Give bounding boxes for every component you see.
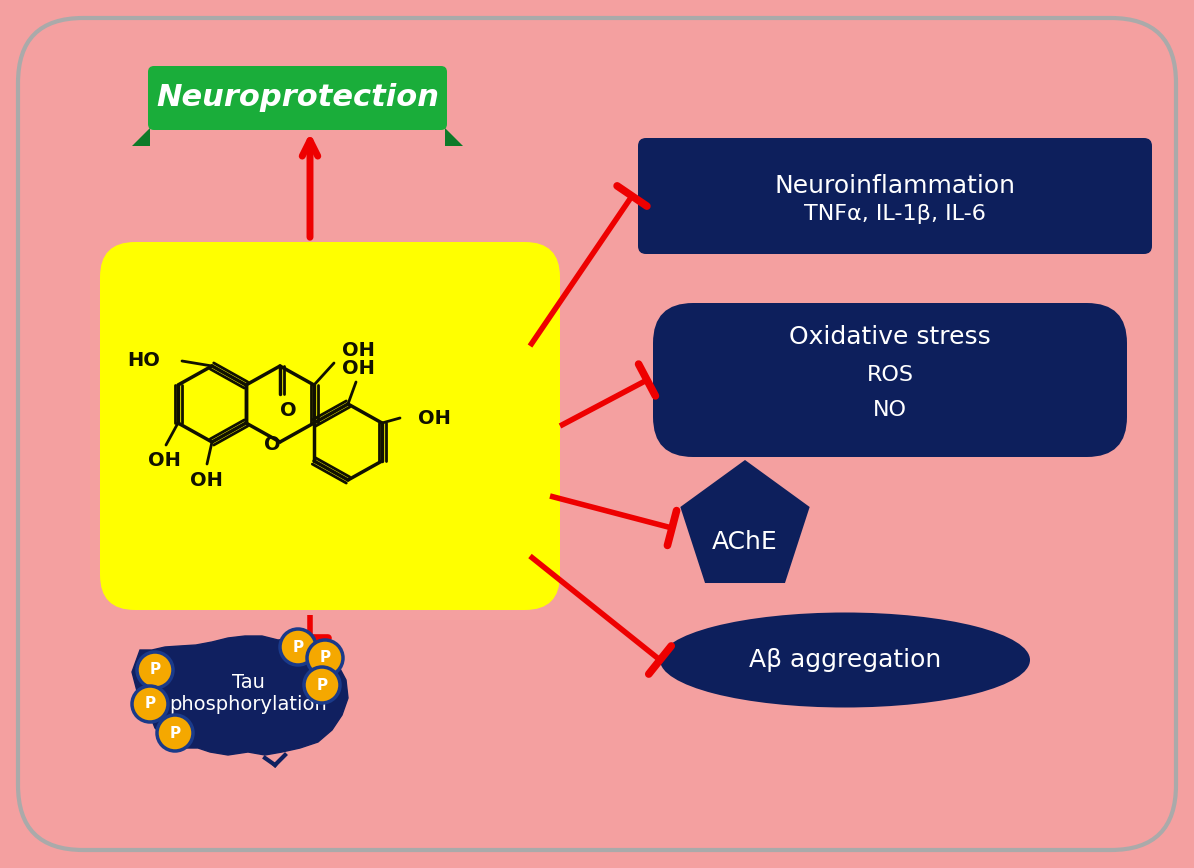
Text: NO: NO [873, 400, 907, 420]
Text: phosphorylation: phosphorylation [170, 694, 327, 713]
FancyBboxPatch shape [653, 303, 1127, 457]
Text: Neuroprotection: Neuroprotection [156, 83, 439, 113]
FancyBboxPatch shape [638, 138, 1152, 254]
Text: OH: OH [190, 470, 222, 490]
Text: OH: OH [341, 341, 375, 360]
Circle shape [281, 629, 316, 665]
Polygon shape [445, 128, 463, 146]
Text: Tau: Tau [232, 673, 264, 692]
Circle shape [137, 652, 173, 688]
Text: HO: HO [127, 352, 160, 371]
Text: Aβ aggregation: Aβ aggregation [749, 648, 941, 672]
FancyBboxPatch shape [18, 18, 1176, 850]
Polygon shape [681, 460, 810, 583]
Circle shape [304, 667, 340, 703]
Circle shape [307, 640, 343, 676]
FancyBboxPatch shape [148, 66, 447, 130]
Text: P: P [320, 650, 331, 666]
Text: P: P [316, 678, 327, 693]
Polygon shape [133, 128, 150, 146]
Text: AChE: AChE [712, 530, 777, 554]
Text: P: P [170, 726, 180, 740]
Text: O: O [264, 435, 281, 453]
Text: TNFα, IL-1β, IL-6: TNFα, IL-1β, IL-6 [804, 204, 986, 224]
Text: OH: OH [418, 409, 451, 428]
Text: P: P [149, 662, 160, 678]
Circle shape [133, 686, 168, 722]
Text: Neuroinflammation: Neuroinflammation [775, 174, 1016, 198]
FancyBboxPatch shape [100, 242, 560, 610]
Text: O: O [279, 400, 296, 419]
Text: OH: OH [148, 451, 180, 470]
Text: P: P [293, 640, 303, 654]
Text: Oxidative stress: Oxidative stress [789, 325, 991, 349]
Ellipse shape [660, 613, 1030, 707]
Text: OH: OH [341, 358, 375, 378]
Text: P: P [144, 696, 155, 712]
Text: ROS: ROS [867, 365, 913, 385]
Circle shape [156, 715, 193, 751]
Polygon shape [133, 636, 347, 755]
